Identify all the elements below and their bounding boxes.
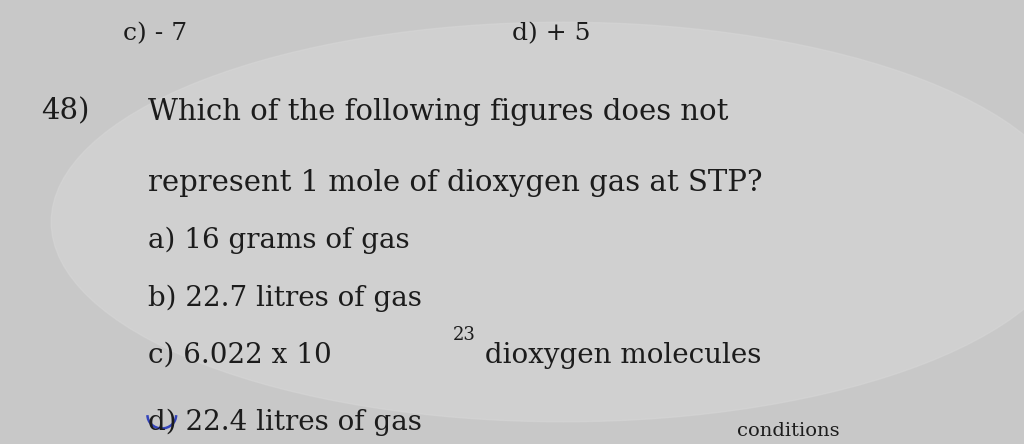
Text: represent 1 mole of dioxygen gas at STP?: represent 1 mole of dioxygen gas at STP? <box>148 169 763 197</box>
Text: d) 22.4 litres of gas: d) 22.4 litres of gas <box>148 408 422 436</box>
Text: a) 16 grams of gas: a) 16 grams of gas <box>148 226 410 254</box>
Text: b) 22.7 litres of gas: b) 22.7 litres of gas <box>148 284 422 312</box>
Text: c) - 7: c) - 7 <box>123 22 187 45</box>
Text: 48): 48) <box>41 98 89 126</box>
Text: dioxygen molecules: dioxygen molecules <box>476 342 762 369</box>
Text: 23: 23 <box>453 326 475 345</box>
Text: Which of the following figures does not: Which of the following figures does not <box>148 98 729 126</box>
Text: d) + 5: d) + 5 <box>512 22 591 45</box>
Text: c) 6.022 x 10: c) 6.022 x 10 <box>148 342 332 369</box>
Ellipse shape <box>51 22 1024 422</box>
Text: conditions: conditions <box>737 421 840 440</box>
